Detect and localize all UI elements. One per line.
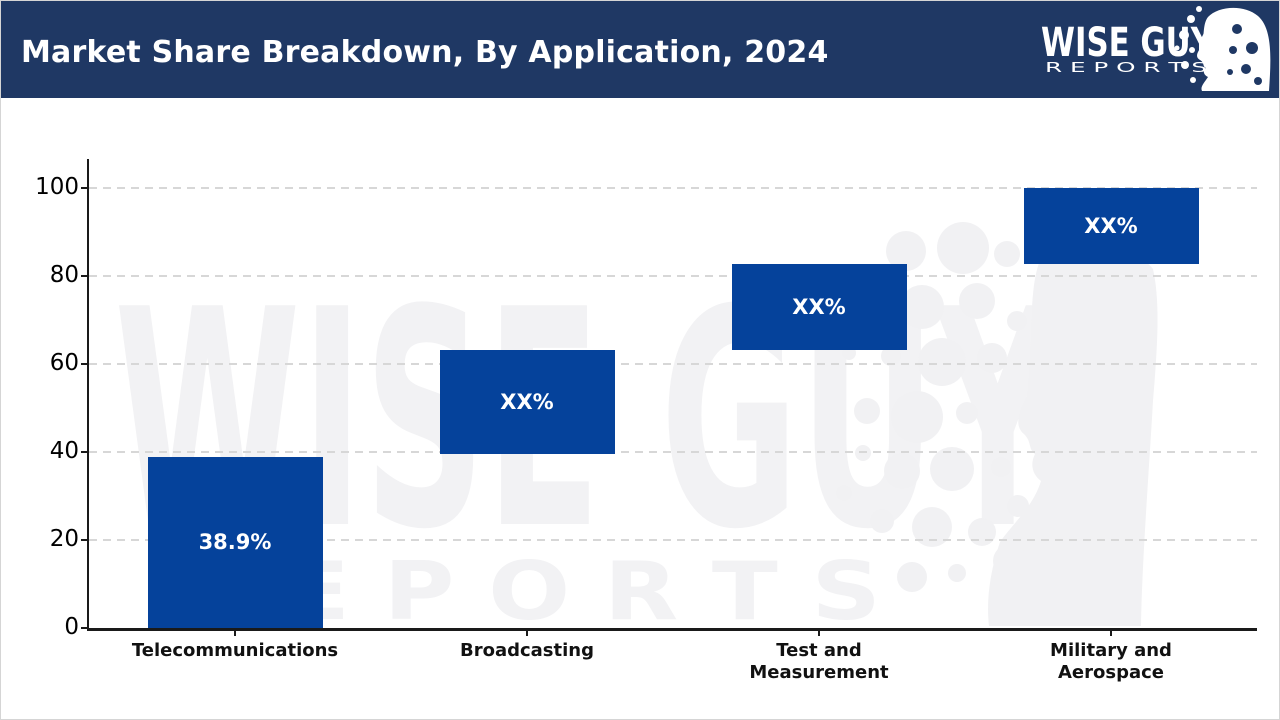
bar-value-label: XX% bbox=[1084, 214, 1138, 239]
y-tick-label: 60 bbox=[49, 350, 79, 376]
bar-value-label: XX% bbox=[792, 295, 846, 319]
y-tick-label: 100 bbox=[35, 174, 79, 200]
y-tick-label: 40 bbox=[49, 438, 79, 464]
page-title: Market Share Breakdown, By Application, … bbox=[21, 35, 829, 70]
y-tick-mark bbox=[81, 275, 89, 277]
y-tick-label: 0 bbox=[64, 614, 79, 640]
logo-text-wiseguy: WISE GUY bbox=[1041, 20, 1214, 66]
y-tick-mark bbox=[81, 363, 89, 365]
header-bar: Market Share Breakdown, By Application, … bbox=[1, 1, 1279, 98]
bar-military-and-aerospace: XX% bbox=[1023, 188, 1199, 265]
y-tick-mark bbox=[81, 451, 89, 453]
category-label-line: Broadcasting bbox=[460, 640, 594, 661]
category-label-line: Test and bbox=[776, 640, 862, 661]
category-label-line: Military and bbox=[1050, 640, 1172, 661]
y-tick-label: 80 bbox=[49, 262, 79, 288]
logo-text-reports: R E P O R T S bbox=[1045, 61, 1207, 76]
x-tick-mark bbox=[234, 628, 236, 636]
bar-value-label: 38.9% bbox=[198, 530, 272, 555]
x-axis bbox=[87, 628, 1257, 631]
bar-telecommunications: 38.9% bbox=[147, 456, 323, 628]
x-tick-mark bbox=[818, 628, 820, 636]
gridline bbox=[89, 539, 1257, 541]
category-label: Military and Aerospace bbox=[966, 640, 1256, 684]
y-tick-mark bbox=[81, 627, 89, 629]
gridline bbox=[89, 363, 1257, 365]
category-label-line: Telecommunications bbox=[131, 640, 339, 661]
bar-value-label: XX% bbox=[500, 389, 554, 414]
wise-guy-reports-logo: WISE GUY R E P O R T S bbox=[1041, 6, 1271, 92]
y-tick-mark bbox=[81, 539, 89, 541]
x-tick-mark bbox=[1110, 628, 1112, 636]
x-tick-mark bbox=[526, 628, 528, 636]
category-label: Broadcasting bbox=[382, 640, 672, 662]
gridline bbox=[89, 275, 1257, 277]
logo-face-icon bbox=[1174, 6, 1271, 92]
category-label-line: Aerospace bbox=[1057, 662, 1164, 683]
gridline bbox=[89, 451, 1257, 453]
category-label: Test and Measurement bbox=[674, 640, 964, 684]
y-axis bbox=[87, 159, 89, 630]
y-tick-mark bbox=[81, 187, 89, 189]
bar-test-and-measurement: XX% bbox=[731, 264, 907, 350]
bar-broadcasting: XX% bbox=[439, 349, 615, 454]
category-label-line: Measurement bbox=[749, 662, 889, 683]
gridline bbox=[89, 187, 1257, 189]
y-tick-label: 20 bbox=[49, 526, 79, 552]
category-label: Telecommunications bbox=[90, 640, 380, 662]
